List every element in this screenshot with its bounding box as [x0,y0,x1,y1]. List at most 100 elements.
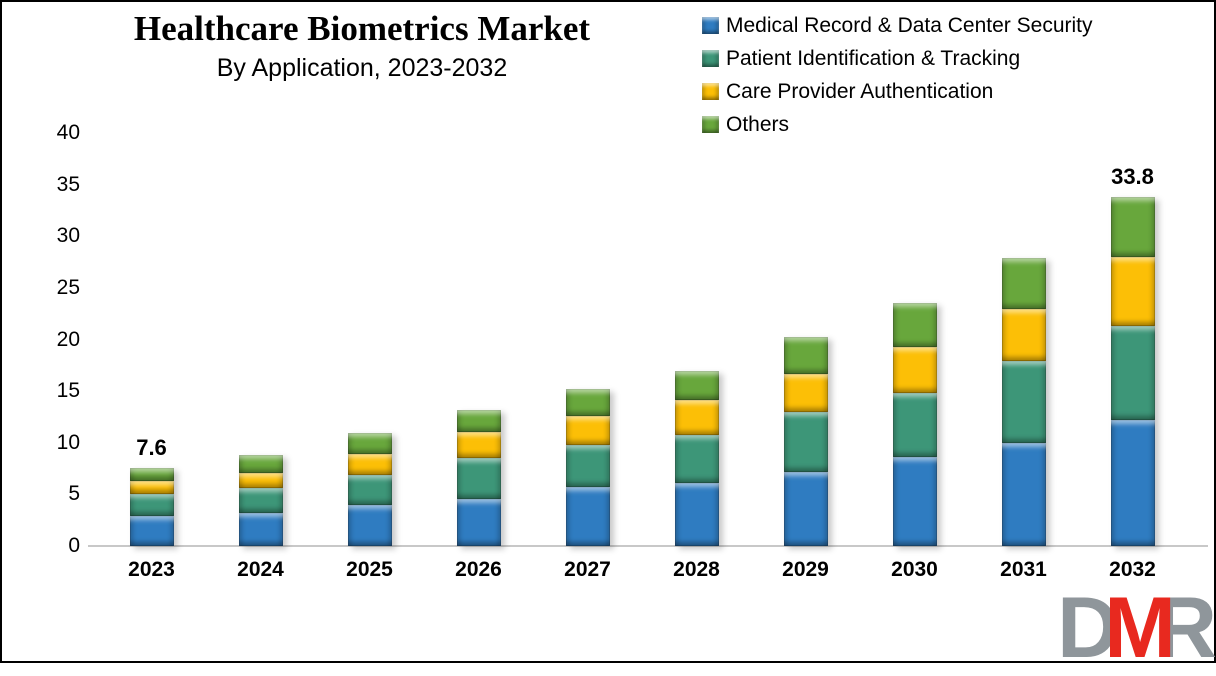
x-tick-label: 2025 [346,558,393,581]
bar-slot-2027 [533,133,642,546]
x-tick-label: 2027 [564,558,611,581]
logo-letter: M [1104,580,1176,676]
bar-slot-2025 [315,133,424,546]
bar-stack-2023 [129,467,174,546]
legend-item-others: Others [702,108,1093,141]
legend-swatch-icon [702,17,719,34]
bar-stack-2028 [674,370,719,546]
bar-segment-others [892,303,937,347]
x-tick-label: 2023 [128,558,175,581]
bar-segment-care-provider-authentication [129,480,174,495]
bar-segment-patient-identification-tracking [1001,361,1046,443]
bar-segment-others [565,389,610,416]
bar-segment-medical-record-data-center-security [674,483,719,546]
legend-swatch-icon [702,83,719,100]
y-tick-label: 5 [68,482,80,506]
bar-segment-medical-record-data-center-security [565,487,610,546]
bar-segment-care-provider-authentication [1001,308,1046,362]
x-tick-label: 2026 [455,558,502,581]
bar-stack-2030 [892,303,937,546]
x-tick-label: 2029 [782,558,829,581]
bar-segment-care-provider-authentication [238,472,283,489]
bar-segment-patient-identification-tracking [892,393,937,458]
bar-series-container: 7.6 33.8 [97,133,1187,546]
bar-total-label: 7.6 [136,434,167,460]
legend-item-patient-identification-tracking: Patient Identification & Tracking [702,42,1093,75]
bar-segment-others [129,467,174,481]
bar-slot-2023: 7.6 [97,133,206,546]
legend-item-care-provider-authentication: Care Provider Authentication [702,75,1093,108]
bar-slot-2026 [424,133,533,546]
legend-swatch-icon [702,50,719,67]
bar-segment-care-provider-authentication [892,346,937,394]
bar-segment-patient-identification-tracking [1110,326,1155,421]
bar-stack-2026 [456,409,501,546]
bar-segment-care-provider-authentication [1110,256,1155,327]
legend: Medical Record & Data Center Security Pat… [702,9,1093,141]
bar-stack-2029 [783,337,828,546]
bar-segment-care-provider-authentication [456,432,501,459]
legend-label: Patient Identification & Tracking [726,46,1021,70]
bar-segment-patient-identification-tracking [674,434,719,484]
legend-label: Others [726,112,790,136]
bar-segment-patient-identification-tracking [456,458,501,499]
x-axis: 2023 2024 2025 2026 2027 2028 2029 2030 2031 2032 [97,558,1187,582]
axis-baseline [88,545,1208,547]
bar-segment-others [1110,197,1155,257]
bar-segment-care-provider-authentication [565,415,610,445]
x-tick-label: 2031 [1000,558,1047,581]
bar-total-label: 33.8 [1111,164,1154,190]
chart-title: Healthcare Biometrics Market [133,9,591,48]
bar-segment-patient-identification-tracking [565,444,610,488]
logo-letter: D [1057,580,1119,676]
bar-segment-patient-identification-tracking [347,474,392,505]
bar-segment-others [238,455,283,473]
x-tick-label: 2028 [673,558,720,581]
y-tick-label: 10 [56,430,80,454]
bar-segment-patient-identification-tracking [129,494,174,517]
chart-header: Healthcare Biometrics Market By Applicat… [2,9,722,83]
bar-segment-patient-identification-tracking [238,488,283,513]
bar-segment-others [1001,257,1046,309]
bar-stack-2027 [565,389,610,546]
bar-segment-medical-record-data-center-security [1001,442,1046,546]
bar-segment-medical-record-data-center-security [892,457,937,546]
bar-segment-care-provider-authentication [783,373,828,412]
legend-label: Medical Record & Data Center Security [726,13,1093,37]
bar-slot-2029 [751,133,860,546]
bar-segment-patient-identification-tracking [783,411,828,472]
bar-slot-2028 [642,133,751,546]
legend-swatch-icon [702,116,719,133]
logo-letter: R [1154,580,1216,676]
bar-slot-2031 [969,133,1078,546]
bar-segment-medical-record-data-center-security [347,504,392,546]
bar-segment-others [783,337,828,374]
chart-subtitle: By Application, 2023-2032 [216,53,508,82]
bar-slot-2030 [860,133,969,546]
legend-item-medical-record-data-center-security: Medical Record & Data Center Security [702,9,1093,42]
bar-segment-medical-record-data-center-security [1110,420,1155,546]
y-tick-label: 25 [56,275,80,299]
legend-label: Care Provider Authentication [726,79,994,103]
bar-segment-medical-record-data-center-security [456,498,501,546]
dmr-logo: DMR [1057,580,1216,676]
bar-segment-medical-record-data-center-security [129,516,174,546]
x-tick-label: 2024 [237,558,284,581]
bar-stack-2031 [1001,257,1046,546]
y-tick-label: 35 [56,172,80,196]
x-tick-label: 2030 [891,558,938,581]
y-tick-label: 30 [56,224,80,248]
y-tick-label: 20 [56,327,80,351]
y-tick-label: 40 [56,121,80,144]
bar-stack-2032 [1110,197,1155,546]
bar-segment-medical-record-data-center-security [238,512,283,546]
bar-segment-others [456,409,501,433]
bar-segment-care-provider-authentication [674,400,719,435]
bar-segment-medical-record-data-center-security [783,471,828,546]
x-tick-label: 2032 [1109,558,1156,581]
bar-stack-2024 [238,455,283,546]
bar-slot-2032: 33.8 [1078,133,1187,546]
y-tick-label: 0 [68,534,80,557]
plot-area: 7.6 33.8 [97,133,1187,546]
